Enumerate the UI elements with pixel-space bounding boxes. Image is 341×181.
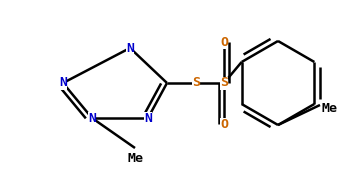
Text: N: N [144, 111, 152, 125]
Text: S: S [220, 77, 228, 89]
Text: N: N [59, 77, 67, 89]
Text: O: O [220, 117, 228, 131]
Text: N: N [88, 111, 96, 125]
Text: Me: Me [128, 151, 144, 165]
Text: N: N [126, 41, 134, 54]
Text: Me: Me [322, 102, 338, 115]
Text: O: O [220, 35, 228, 49]
Text: S: S [192, 77, 200, 89]
